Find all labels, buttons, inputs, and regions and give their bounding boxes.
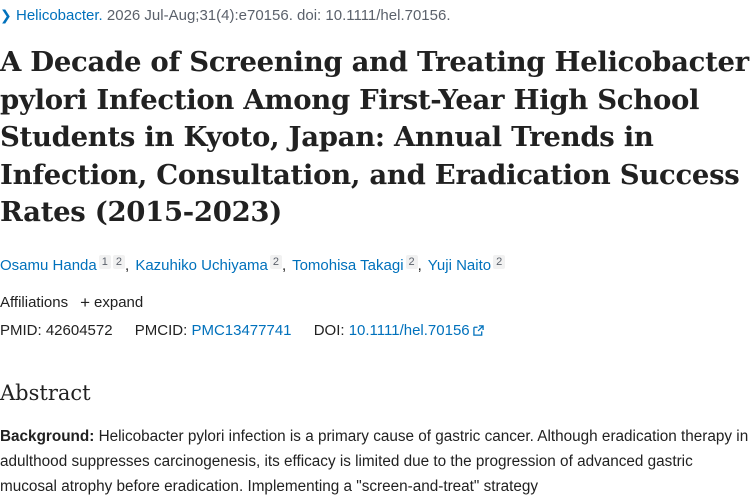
author-link[interactable]: Osamu Handa	[0, 257, 97, 274]
author-link[interactable]: Yuji Naito	[427, 257, 492, 274]
author-separator: ,	[417, 257, 422, 274]
doi-group: DOI: 10.1111/hel.70156	[314, 322, 484, 339]
plus-icon: +	[80, 293, 91, 312]
pmcid-label: PMCID:	[134, 322, 188, 339]
author-list: Osamu Handa 1 2, Kazuhiko Uchiyama 2, Tomoh…	[0, 255, 506, 277]
author-separator: ,	[124, 257, 130, 274]
affiliation-number[interactable]: 2	[269, 255, 282, 269]
affiliation-number[interactable]: 2	[493, 255, 506, 269]
author-link[interactable]: Kazuhiko Uchiyama	[135, 257, 268, 274]
journal-link[interactable]: Helicobacter.	[16, 7, 103, 24]
author-separator: ,	[282, 257, 287, 274]
doi-value: 10.1111/hel.70156	[348, 322, 470, 339]
author-link[interactable]: Tomohisa Takagi	[292, 257, 404, 274]
abstract-heading: Abstract	[0, 381, 91, 405]
pmcid-link[interactable]: PMC13477741	[191, 322, 292, 339]
doi-label: DOI:	[313, 322, 345, 339]
abstract-background: Background: Helicobacter pylori infectio…	[0, 424, 750, 499]
external-link-icon	[472, 325, 484, 336]
affiliation-number[interactable]: 2	[405, 255, 418, 269]
article-title: A Decade of Screening and Treating Helic…	[0, 46, 749, 228]
chevron-right-icon[interactable]: ❯	[0, 7, 12, 23]
background-text: Helicobacter pylori infection is a prima…	[0, 428, 749, 495]
pmid-value: 42604572	[45, 322, 113, 339]
identifiers-row: PMID: 42604572 PMCID: PMC13477741 DOI: 1…	[0, 320, 502, 342]
affiliation-number[interactable]: 2	[112, 255, 125, 269]
affiliations-row: Affiliations + expand	[0, 292, 143, 314]
affiliations-expand-button[interactable]: + expand	[80, 293, 144, 312]
affiliation-number[interactable]: 1	[98, 255, 111, 269]
doi-link[interactable]: 10.1111/hel.70156	[349, 322, 484, 339]
pmid-group: PMID: 42604572	[0, 322, 117, 339]
expand-label: expand	[94, 294, 144, 311]
citation-details: 2026 Jul-Aug;31(4):e70156. doi: 10.1111/…	[106, 7, 451, 24]
pmcid-group: PMCID: PMC13477741	[135, 322, 296, 339]
affiliations-label: Affiliations	[0, 294, 69, 311]
citation-line: ❯ Helicobacter. 2026 Jul-Aug;31(4):e70156…	[0, 4, 451, 27]
background-label: Background:	[0, 428, 95, 445]
pmid-label: PMID:	[0, 322, 42, 339]
